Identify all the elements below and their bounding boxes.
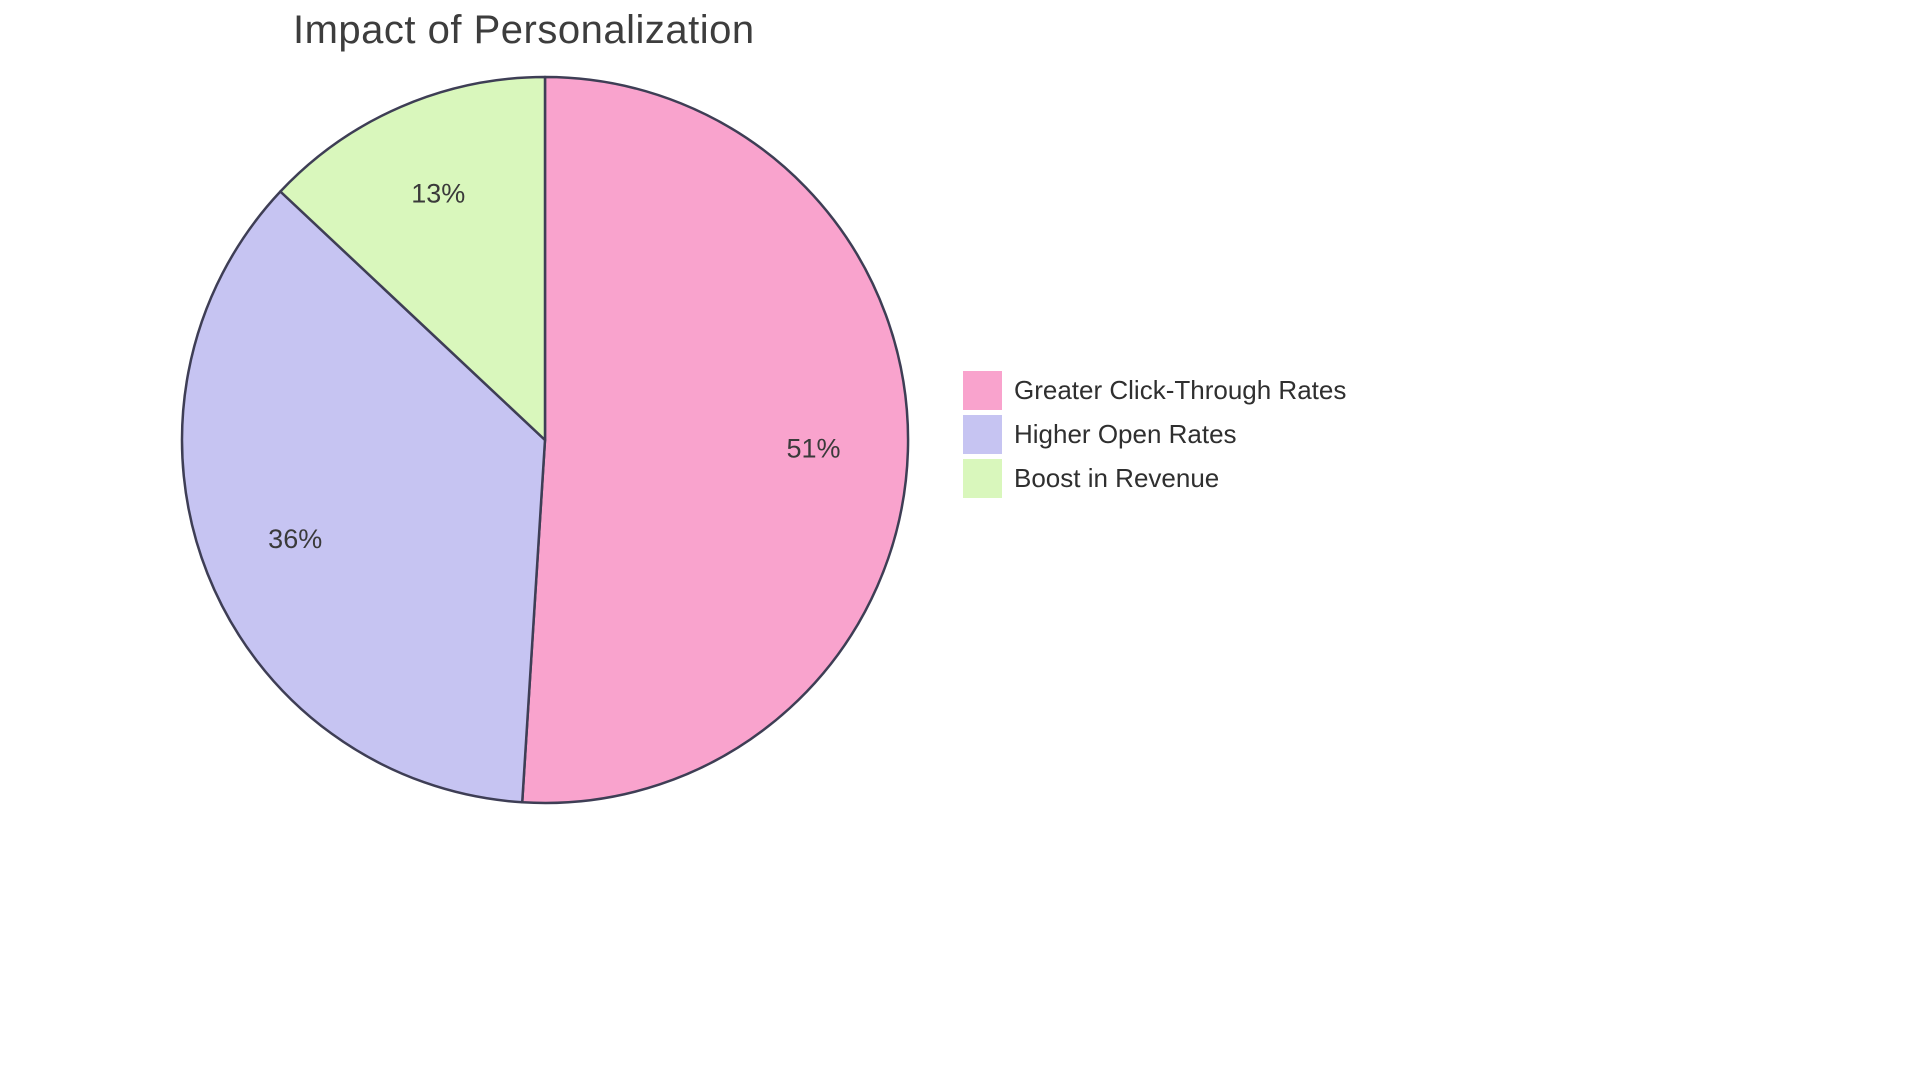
pie-slice-0 — [520, 75, 910, 805]
legend-swatch — [963, 371, 1002, 410]
chart-title: Impact of Personalization — [293, 8, 755, 52]
legend-item: Boost in Revenue — [963, 459, 1346, 498]
slice-value-label: 36% — [268, 524, 322, 554]
legend-label: Greater Click-Through Rates — [1014, 375, 1347, 405]
legend-label: Boost in Revenue — [1014, 463, 1220, 493]
pie-slice-1 — [180, 190, 547, 804]
legend-item: Greater Click-Through Rates — [963, 371, 1346, 410]
pie-slice-2 — [279, 75, 547, 442]
chart-legend: Greater Click-Through Rates Higher Open R… — [963, 371, 1346, 498]
legend-item: Higher Open Rates — [963, 415, 1346, 454]
legend-label: Higher Open Rates — [1014, 419, 1237, 449]
slice-value-label: 13% — [411, 179, 465, 209]
legend-swatch — [963, 459, 1002, 498]
slice-value-label: 51% — [786, 433, 840, 463]
legend-swatch — [963, 415, 1002, 454]
